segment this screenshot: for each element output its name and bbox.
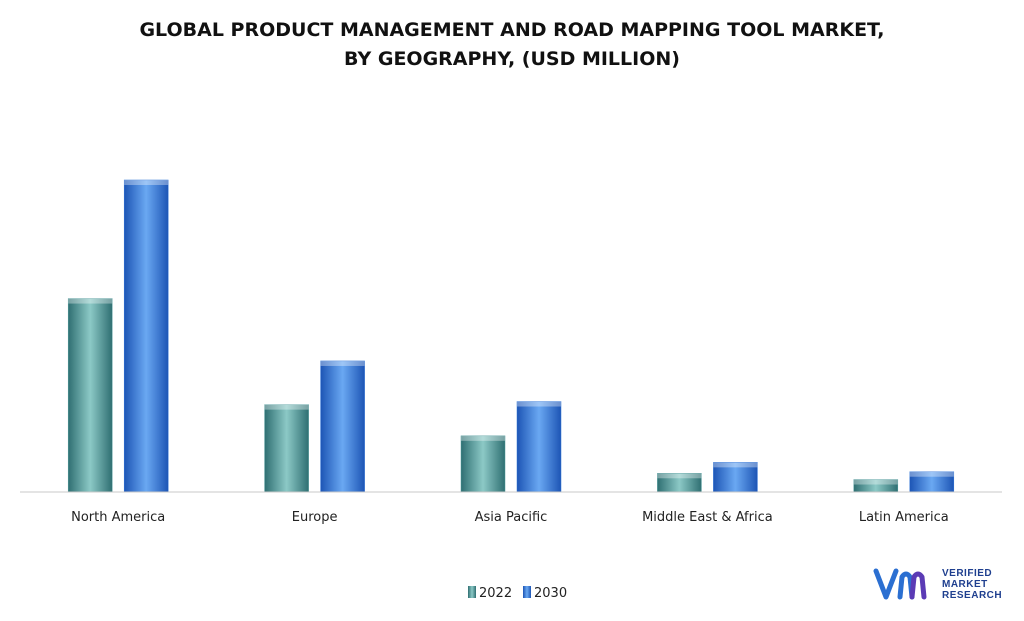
bar-highlight — [124, 180, 169, 185]
x-tick-label: Latin America — [859, 510, 949, 525]
bar-highlight — [264, 404, 309, 410]
chart-title-line2: BY GEOGRAPHY, (USD MILLION) — [344, 48, 680, 70]
legend-swatch-2030 — [523, 586, 531, 598]
brand-line1: VERIFIED — [942, 568, 993, 579]
x-tick-label: Europe — [292, 510, 338, 525]
brand-line3: RESEARCH — [942, 590, 1003, 601]
bar-2030-asia-pacific — [516, 401, 562, 493]
chart-title: GLOBAL PRODUCT MANAGEMENT AND ROAD MAPPI… — [0, 16, 1024, 74]
bar-highlight — [909, 471, 954, 477]
legend: 2022 2030 — [468, 586, 567, 601]
x-tick-labels: North America Europe Asia Pacific Middle Ea… — [71, 510, 949, 525]
bars-group — [67, 179, 955, 493]
vmr-logo-mark-icon — [873, 568, 927, 600]
bar-2022-europe — [264, 404, 309, 493]
bar-highlight — [320, 360, 365, 366]
bar-2030-north-america — [123, 179, 169, 493]
bar-2022-asia-pacific — [460, 435, 506, 493]
x-tick-label: Middle East & Africa — [642, 510, 773, 525]
x-tick-label: Asia Pacific — [475, 510, 548, 525]
x-tick-label: North America — [71, 510, 165, 525]
bar-2030-europe — [320, 360, 365, 493]
bar-highlight — [517, 401, 561, 407]
legend-swatch-2022 — [468, 586, 476, 598]
chart-title-line1: GLOBAL PRODUCT MANAGEMENT AND ROAD MAPPI… — [139, 19, 885, 41]
brand-line2: MARKET — [942, 579, 988, 590]
bar-highlight — [461, 435, 505, 441]
bar-2022-north-america — [67, 298, 113, 493]
bar-2030-middle-east-africa — [713, 462, 758, 493]
legend-label-2022: 2022 — [479, 586, 512, 601]
bar-highlight — [68, 298, 113, 304]
brand-logo: VERIFIED MARKET RESEARCH — [872, 563, 1012, 609]
legend-label-2030: 2030 — [534, 586, 567, 601]
bar-highlight — [657, 473, 702, 479]
brand-text: VERIFIED MARKET RESEARCH — [942, 568, 1002, 601]
bar-highlight — [713, 462, 758, 468]
bar-highlight — [853, 479, 898, 485]
